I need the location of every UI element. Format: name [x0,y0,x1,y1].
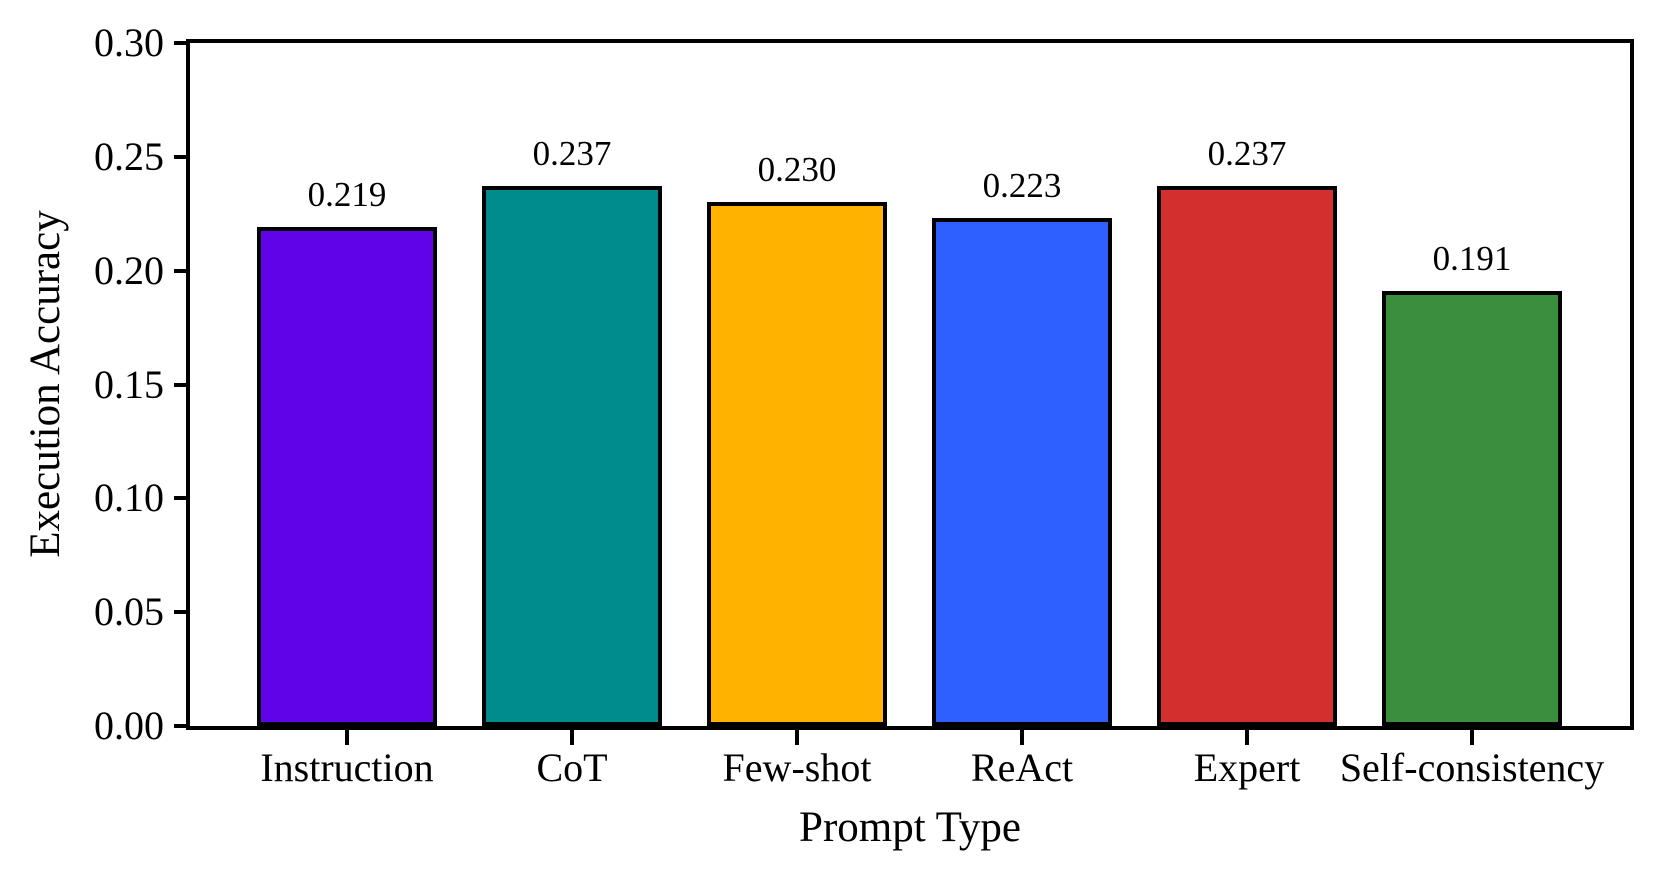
bar-self-consistency [1382,291,1562,726]
bar-value-label: 0.230 [757,150,837,189]
y-tick-mark [174,610,190,615]
bar-expert [1157,186,1337,726]
x-tick-mark [345,730,349,745]
y-tick-mark [174,496,190,501]
y-tick-label: 0.10 [94,475,164,521]
y-tick-label: 0.05 [94,589,164,635]
y-tick-mark [174,41,190,45]
x-category-label: CoT [536,745,608,790]
bar-value-label: 0.191 [1432,239,1512,278]
x-tick-mark [1020,730,1024,745]
x-tick-mark [1245,730,1249,745]
x-tick-mark [795,730,799,745]
bar-value-label: 0.237 [532,134,612,173]
y-tick-mark [174,154,190,159]
bar-cot [482,186,662,726]
bar-value-label: 0.223 [982,166,1062,205]
y-tick-label: 0.30 [94,20,164,65]
y-tick-mark [174,268,190,273]
x-category-label: Self-consistency [1339,745,1605,790]
y-tick-label: 0.20 [94,247,164,293]
x-category-label: Instruction [260,745,434,790]
y-tick-mark [174,724,190,728]
y-axis-label: Execution Accuracy [22,210,69,558]
bar-instruction [257,227,437,726]
y-tick-mark [174,382,190,387]
y-tick-label: 0.25 [94,133,164,179]
y-tick-label: 0.00 [94,703,164,748]
x-category-label: Few-shot [722,745,872,790]
x-category-label: Expert [1193,745,1301,790]
x-category-label: ReAct [970,745,1074,790]
bar-few-shot [707,202,887,726]
bar-value-label: 0.237 [1207,134,1287,173]
y-tick-label: 0.15 [94,361,164,407]
bar-react [932,218,1112,726]
x-tick-mark [1470,730,1474,745]
x-tick-mark [570,730,574,745]
x-axis-label: Prompt Type [799,804,1021,851]
bar-value-label: 0.219 [307,175,387,214]
